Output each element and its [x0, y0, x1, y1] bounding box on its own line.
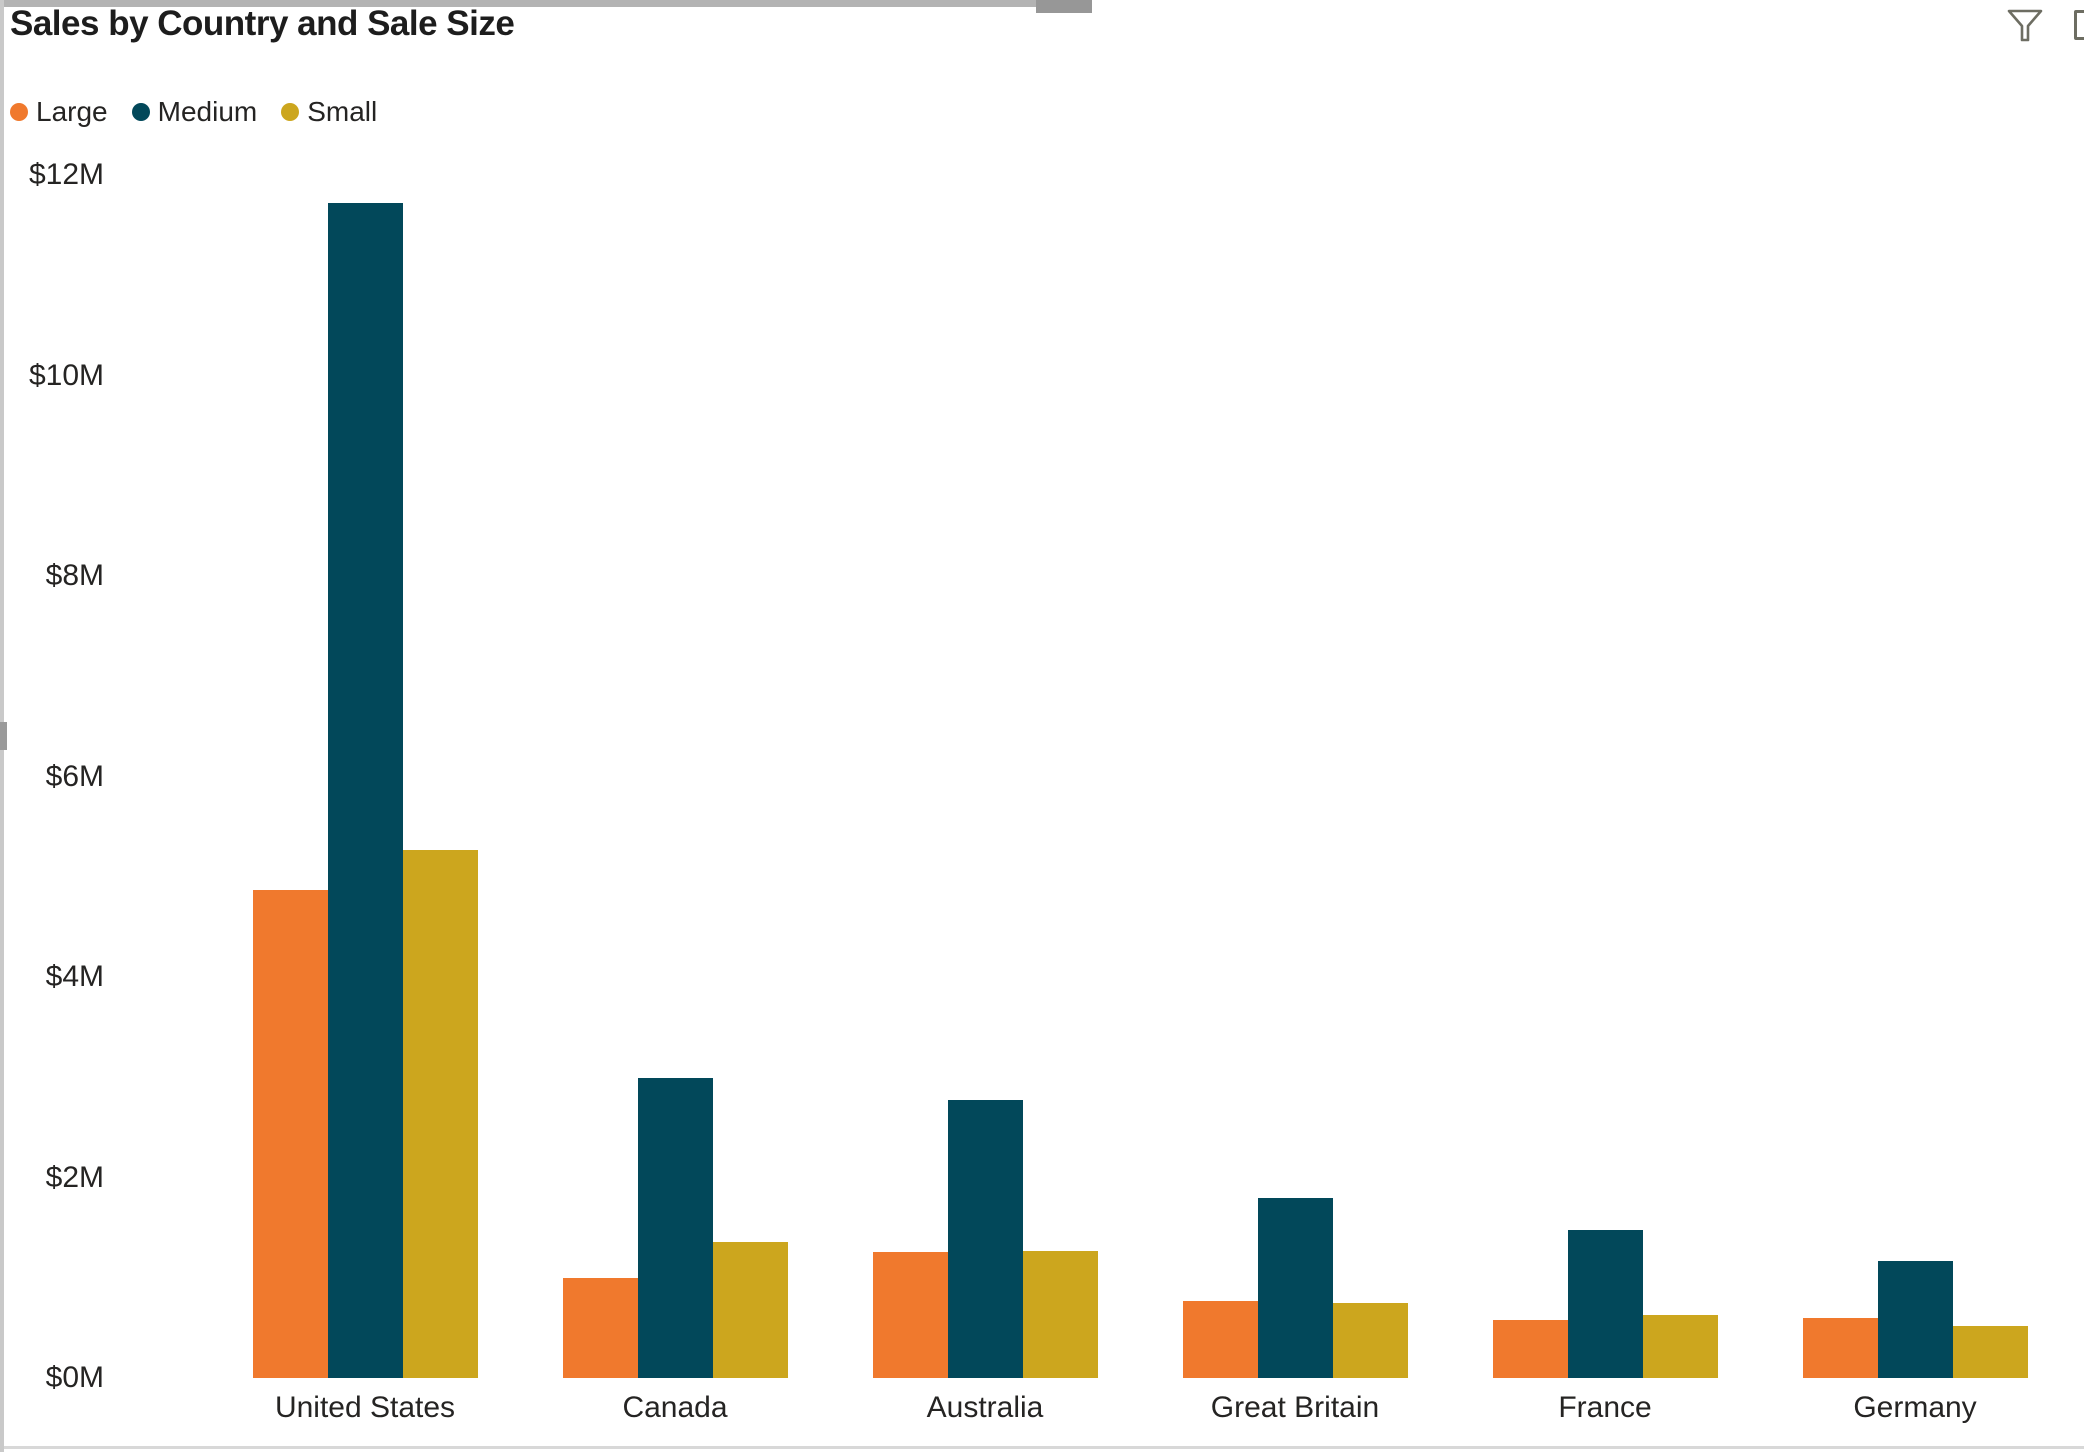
bar-great-britain-large[interactable]: [1182, 1301, 1258, 1378]
legend-dot-icon: [10, 103, 28, 121]
bar-united-states-large[interactable]: [252, 890, 328, 1378]
legend-item-small[interactable]: Small: [281, 96, 377, 128]
bar-great-britain-small[interactable]: [1332, 1303, 1408, 1378]
legend: Large Medium Small: [10, 96, 377, 128]
y-axis-tick-label: $6M: [45, 759, 104, 793]
legend-dot-icon: [281, 103, 300, 121]
bar-france-medium[interactable]: [1567, 1230, 1643, 1378]
filter-icon[interactable]: [2006, 8, 2044, 44]
bar-united-states-medium[interactable]: [327, 203, 403, 1378]
y-axis-tick-label: $4M: [45, 960, 104, 993]
bar-australia-medium[interactable]: [947, 1100, 1023, 1378]
x-axis-label-france: France: [1558, 1391, 1652, 1424]
x-axis-label-germany: Germany: [1853, 1391, 1977, 1424]
bar-france-large[interactable]: [1492, 1320, 1568, 1378]
legend-item-medium[interactable]: Medium: [131, 96, 258, 128]
legend-label: Small: [307, 96, 378, 127]
legend-dot-icon: [131, 103, 150, 121]
y-axis-tick-label: $10M: [28, 358, 104, 392]
x-axis-label-canada: Canada: [622, 1391, 728, 1424]
clipped-options-icon[interactable]: [2074, 10, 2084, 40]
bar-germany-large[interactable]: [1802, 1318, 1878, 1378]
vertical-scrollbar-thumb[interactable]: [0, 722, 7, 750]
horizontal-scrollbar-thumb[interactable]: [1036, 0, 1092, 13]
bar-australia-small[interactable]: [1022, 1251, 1098, 1378]
y-axis-tick-label: $0M: [45, 1361, 104, 1394]
visual-bottom-border: [4, 1446, 2084, 1449]
bar-united-states-small[interactable]: [402, 850, 478, 1378]
bar-canada-small[interactable]: [712, 1242, 788, 1378]
legend-label: Large: [36, 96, 108, 127]
x-axis-label-australia: Australia: [926, 1391, 1044, 1424]
y-axis-tick-label: $8M: [45, 559, 104, 592]
legend-item-large[interactable]: Large: [10, 96, 108, 128]
y-axis-tick-label: $12M: [28, 158, 104, 191]
bar-germany-small[interactable]: [1952, 1326, 2028, 1378]
bar-great-britain-medium[interactable]: [1257, 1198, 1333, 1378]
horizontal-scrollbar-track[interactable]: [0, 0, 1092, 7]
x-axis-label-united-states: United States: [274, 1391, 456, 1424]
chart-title: Sales by Country and Sale Size: [10, 4, 515, 43]
bar-germany-medium[interactable]: [1877, 1261, 1953, 1378]
x-axis-label-great-britain: Great Britain: [1210, 1391, 1380, 1424]
bar-canada-large[interactable]: [562, 1278, 638, 1378]
bar-australia-large[interactable]: [872, 1252, 948, 1378]
bar-canada-medium[interactable]: [637, 1078, 713, 1378]
legend-label: Medium: [157, 96, 258, 127]
y-axis-tick-label: $2M: [45, 1160, 104, 1194]
bar-france-small[interactable]: [1642, 1315, 1718, 1378]
